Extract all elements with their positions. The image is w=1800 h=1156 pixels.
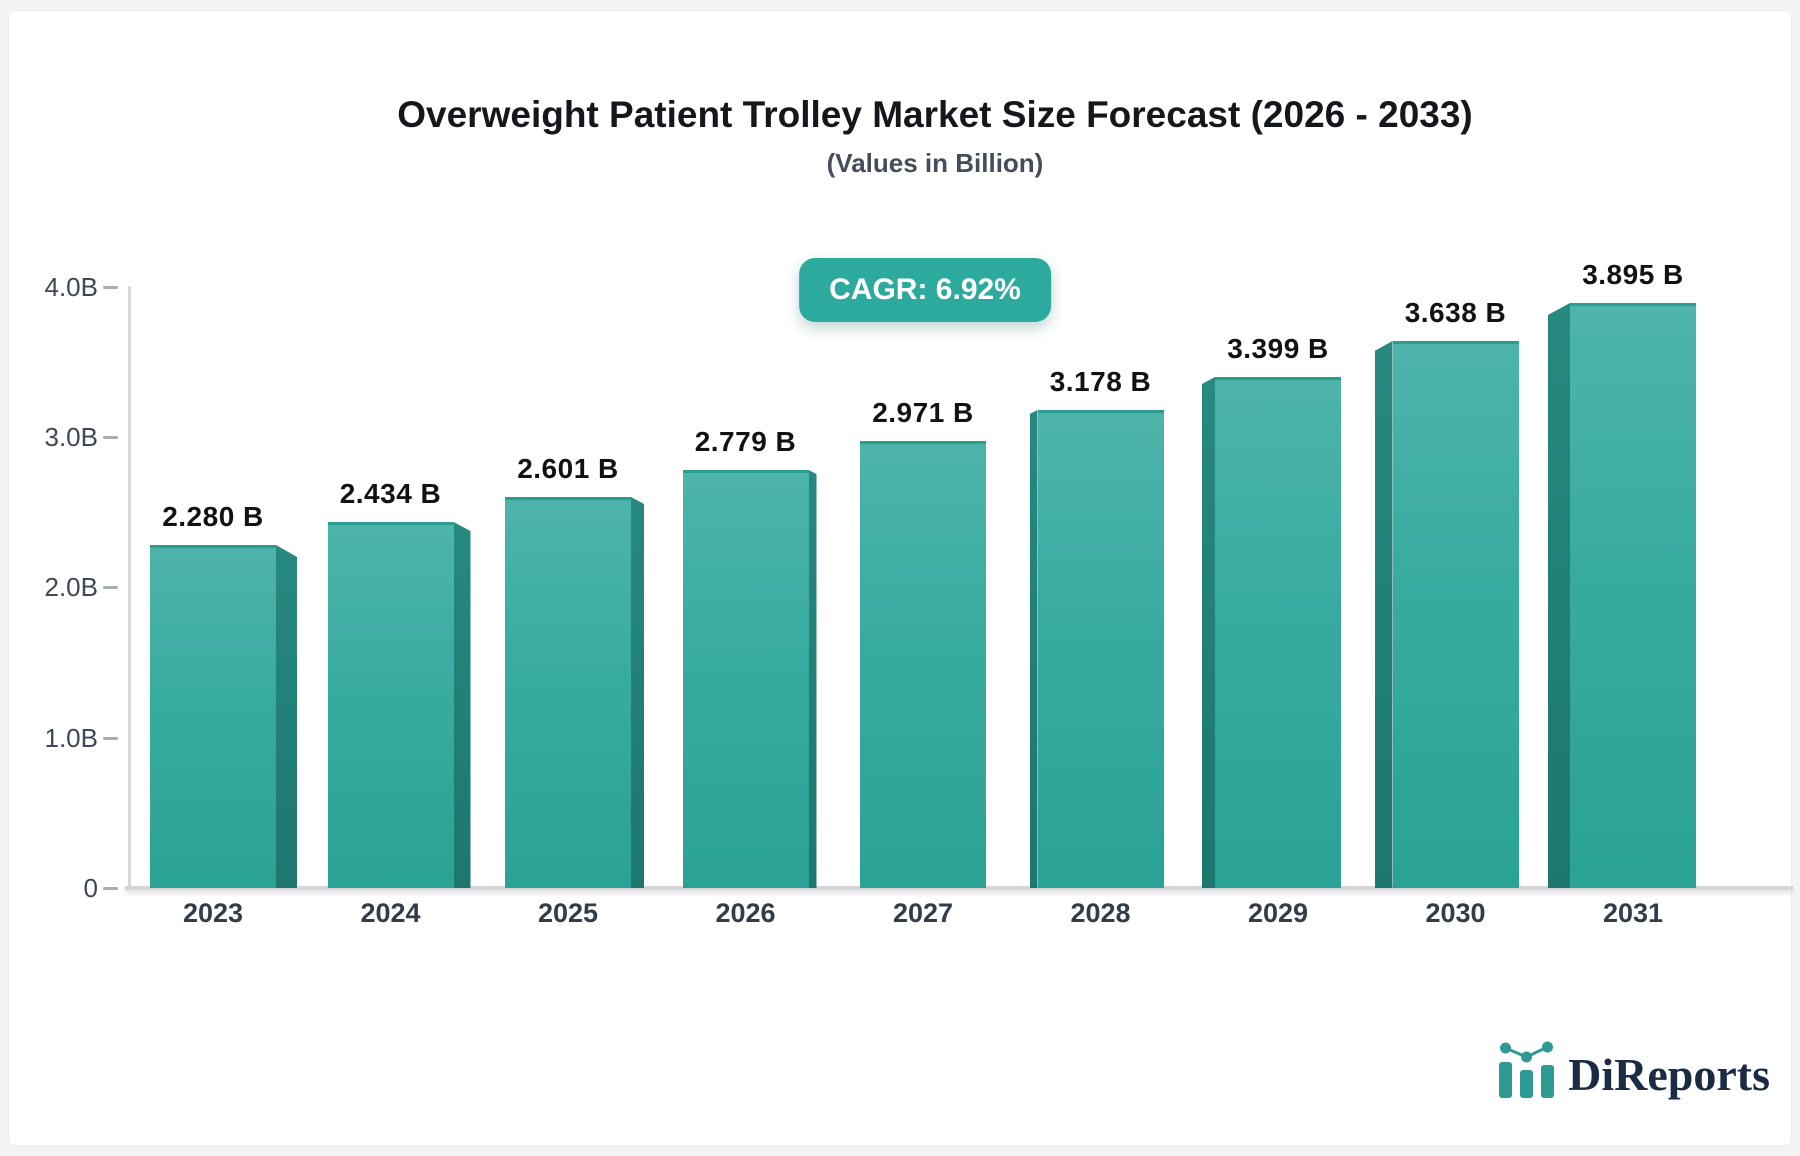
y-tick-mark: [103, 887, 118, 890]
y-tick-label: 2.0B: [44, 572, 99, 603]
x-axis-label: 2026: [715, 898, 776, 928]
y-tick-mark: [103, 586, 118, 590]
bar-value-label: 3.399 B: [1227, 333, 1329, 364]
y-tick-label: 3.0B: [44, 422, 99, 453]
x-axis-label: 2024: [360, 898, 421, 928]
bar-side-face: [631, 497, 644, 888]
bar-face: [505, 497, 631, 888]
x-axis-label: 2027: [892, 898, 954, 928]
bar-value-label: 3.895 B: [1582, 259, 1684, 290]
bar-chart-logo-icon: [1499, 1041, 1555, 1098]
bar-face: [1215, 377, 1341, 888]
bar-value-label: 3.638 B: [1404, 297, 1507, 328]
bar-face: [1037, 410, 1164, 888]
bar-value-label: 2.280 B: [162, 501, 264, 532]
brand-logo: DiReports: [1496, 1040, 1770, 1098]
y-axis-line: [128, 286, 131, 888]
bar-value-label: 3.178 B: [1049, 366, 1152, 397]
cagr-badge: CAGR: 6.92%: [799, 258, 1051, 322]
y-tick-mark: [103, 285, 118, 289]
y-tick-mark: [103, 736, 118, 740]
x-axis-line: [125, 886, 1793, 890]
chart-subtitle: (Values in Billion): [826, 148, 1044, 178]
bar-side-face: [1202, 377, 1215, 888]
x-axis-label: 2028: [1070, 898, 1131, 928]
y-tick-mark: [103, 436, 118, 440]
x-axis-label: 2025: [537, 898, 599, 928]
x-axis-label: 2029: [1247, 898, 1309, 928]
bar-face: [860, 441, 986, 888]
bar-side-face: [808, 470, 817, 888]
bar-face: [1570, 303, 1696, 888]
y-tick-label: 4.0B: [44, 271, 99, 302]
bar-face: [150, 545, 276, 888]
bar-side-face: [276, 545, 297, 888]
bar-value-label: 2.971 B: [872, 397, 974, 428]
bar-face: [1392, 341, 1519, 888]
bar-face: [682, 470, 809, 888]
bar-side-face: [453, 522, 471, 888]
bar-side-face: [1374, 341, 1393, 888]
x-axis-label: 2023: [182, 898, 244, 928]
y-tick-label: 1.0B: [44, 722, 99, 753]
x-axis-label: 2031: [1602, 898, 1664, 928]
y-tick-label: 0: [83, 873, 98, 903]
x-axis-label: 2030: [1425, 898, 1486, 928]
bar-side-face: [1548, 303, 1570, 888]
bar-value-label: 2.434 B: [339, 478, 442, 509]
bar-value-label: 2.779 B: [694, 426, 797, 457]
bar-face: [327, 522, 454, 888]
bar-side-face: [1029, 410, 1038, 888]
brand-name: DiReports: [1568, 1049, 1770, 1100]
bar-value-label: 2.601 B: [517, 453, 619, 484]
chart-title: Overweight Patient Trolley Market Size F…: [397, 94, 1473, 135]
